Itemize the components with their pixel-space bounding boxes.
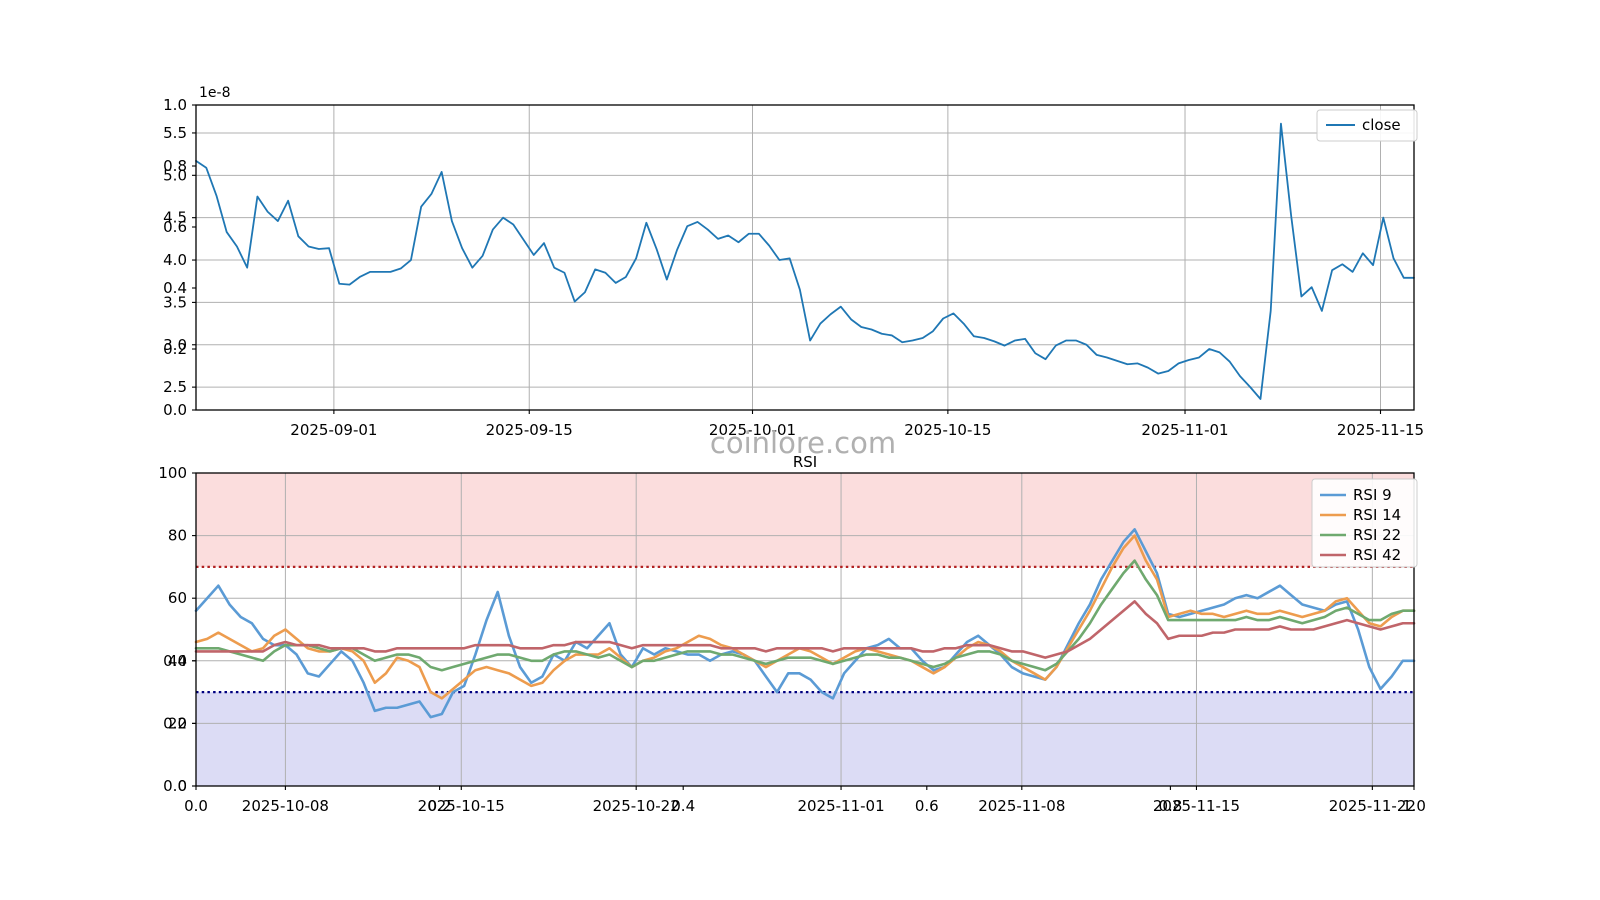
rsi-title: RSI [793, 453, 817, 471]
price-overlay-ytick-label: 0.2 [163, 340, 187, 358]
rsi-overlay-xtick-label: 0.8 [1158, 797, 1182, 815]
price-ytick-label: 4.5 [163, 209, 187, 227]
price-legend-label-close: close [1362, 116, 1401, 134]
price-overlay-ytick-label: 0.4 [163, 279, 187, 297]
rsi-oversold-band [196, 692, 1414, 786]
rsi-ytick-label: 80 [168, 527, 187, 545]
price-overlay-ytick-label: 0.6 [163, 218, 187, 236]
rsi-overlay-xtick-label: 0.2 [428, 797, 452, 815]
rsi-ytick-label: 40 [168, 652, 187, 670]
rsi-overlay-xtick-label: 0.0 [184, 797, 208, 815]
rsi-xtick-label: 2025-10-15 [418, 797, 505, 815]
rsi-ytick-label: 60 [168, 589, 187, 607]
price-xtick-label: 2025-09-01 [290, 421, 377, 439]
rsi-xtick-label: 2025-10-22 [593, 797, 680, 815]
price-plot-background [196, 105, 1414, 410]
price-axes: 2.5 3.0 3.5 4.0 4.5 5.0 5.5 0.0 0.2 0.4 0.6 0.8 1.0 2… [163, 85, 1424, 439]
rsi-overlay-ytick-label: 0.2 [163, 714, 187, 732]
rsi-xtick-label: 2025-11-22 [1329, 797, 1416, 815]
rsi-legend-label-RSI-22: RSI 22 [1353, 526, 1401, 544]
price-y-exponent-label: 1e-8 [199, 85, 230, 101]
price-legend[interactable]: close [1316, 109, 1418, 142]
rsi-axes-frame [195, 472, 1415, 787]
rsi-ytick-label: 100 [158, 464, 187, 482]
price-ytick-label: 4.0 [163, 251, 187, 269]
rsi-legend-label-RSI-9: RSI 9 [1353, 486, 1392, 504]
rsi-series-RSI-9 [194, 528, 1416, 719]
price-ytick-label: 2.5 [163, 378, 187, 396]
price-xtick-label: 2025-10-01 [709, 421, 796, 439]
price-ytick-label: 3.5 [163, 293, 187, 311]
rsi-series-RSI-42 [194, 600, 1416, 659]
price-xtick-label: 2025-11-15 [1337, 421, 1424, 439]
rsi-xtick-label: 2025-10-08 [242, 797, 329, 815]
rsi-overlay-xtick-label: 1.0 [1402, 797, 1426, 815]
price-ytick-label: 3.0 [163, 336, 187, 354]
rsi-xtick-label: 2025-11-15 [1153, 797, 1240, 815]
price-overlay-ytick-label: 1.0 [163, 96, 187, 114]
price-legend-box [1316, 109, 1418, 142]
price-xtick-label: 2025-10-15 [904, 421, 991, 439]
price-ytick-label: 5.0 [163, 166, 187, 184]
rsi-series-RSI-22 [194, 559, 1416, 672]
rsi-series-RSI-14 [194, 534, 1416, 700]
price-xtick-label: 2025-11-01 [1141, 421, 1228, 439]
price-overlay-ytick-label: 0.8 [163, 157, 187, 175]
rsi-overlay-ytick-label: 0.0 [163, 777, 187, 795]
rsi-overlay-xtick-label: 0.4 [671, 797, 695, 815]
rsi-legend-label-RSI-42: RSI 42 [1353, 546, 1401, 564]
price-xtick-label: 2025-09-15 [486, 421, 573, 439]
rsi-ytick-label: 20 [168, 714, 187, 732]
price-axes-frame [195, 104, 1415, 411]
rsi-legend-box [1311, 478, 1418, 568]
price-ytick-label: 5.5 [163, 124, 187, 142]
rsi-overbought-band [196, 473, 1414, 567]
rsi-legend[interactable]: RSI 9 RSI 14 RSI 22 RSI 42 [1311, 478, 1418, 568]
price-series-close [195, 122, 1415, 400]
rsi-legend-label-RSI-14: RSI 14 [1353, 506, 1401, 524]
rsi-xtick-label: 2025-11-08 [978, 797, 1065, 815]
price-overlay-ytick-label: 0.0 [163, 401, 187, 419]
rsi-overlay-xtick-label: 0.6 [915, 797, 939, 815]
watermark: coinlore.com [710, 426, 896, 460]
rsi-axes: 0 20 40 60 80 100 0.0 0.2 0.4 2025-10-08 2025-10-1… [158, 453, 1426, 815]
rsi-ytick-label: 0 [177, 777, 187, 795]
rsi-xtick-label: 2025-11-01 [797, 797, 884, 815]
rsi-overlay-ytick-label: 0.4 [163, 652, 187, 670]
